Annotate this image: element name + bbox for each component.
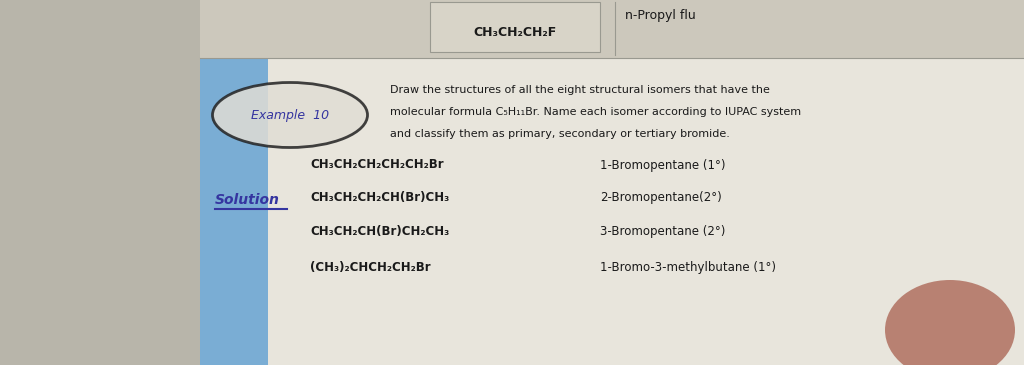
Text: (CH₃)₂CHCH₂CH₂Br: (CH₃)₂CHCH₂CH₂Br: [310, 261, 431, 274]
Ellipse shape: [885, 280, 1015, 365]
Text: CH₃CH₂CH₂CH₂CH₂Br: CH₃CH₂CH₂CH₂CH₂Br: [310, 158, 443, 172]
FancyBboxPatch shape: [200, 55, 1024, 365]
Text: CH₃CH₂CH₂CH(Br)CH₃: CH₃CH₂CH₂CH(Br)CH₃: [310, 192, 450, 204]
FancyBboxPatch shape: [0, 0, 200, 365]
FancyBboxPatch shape: [430, 2, 600, 52]
Text: 1-Bromo-3-methylbutane (1°): 1-Bromo-3-methylbutane (1°): [600, 261, 776, 274]
Text: 2-Bromopentane(2°): 2-Bromopentane(2°): [600, 192, 722, 204]
Text: 1-Bromopentane (1°): 1-Bromopentane (1°): [600, 158, 725, 172]
FancyBboxPatch shape: [200, 55, 268, 365]
Text: Solution: Solution: [215, 193, 280, 207]
Text: and classify them as primary, secondary or tertiary bromide.: and classify them as primary, secondary …: [390, 129, 730, 139]
Text: Example  10: Example 10: [251, 108, 329, 122]
Text: CH₃CH₂CH₂F: CH₃CH₂CH₂F: [473, 26, 557, 38]
Text: molecular formula C₅H₁₁Br. Name each isomer according to IUPAC system: molecular formula C₅H₁₁Br. Name each iso…: [390, 107, 801, 117]
Text: 3-Bromopentane (2°): 3-Bromopentane (2°): [600, 226, 725, 238]
Text: CH₃CH₂CH(Br)CH₂CH₃: CH₃CH₂CH(Br)CH₂CH₃: [310, 226, 450, 238]
FancyBboxPatch shape: [200, 0, 1024, 58]
Text: Draw the structures of all the eight structural isomers that have the: Draw the structures of all the eight str…: [390, 85, 770, 95]
Text: n-Propyl flu: n-Propyl flu: [625, 8, 695, 22]
Ellipse shape: [213, 82, 368, 147]
